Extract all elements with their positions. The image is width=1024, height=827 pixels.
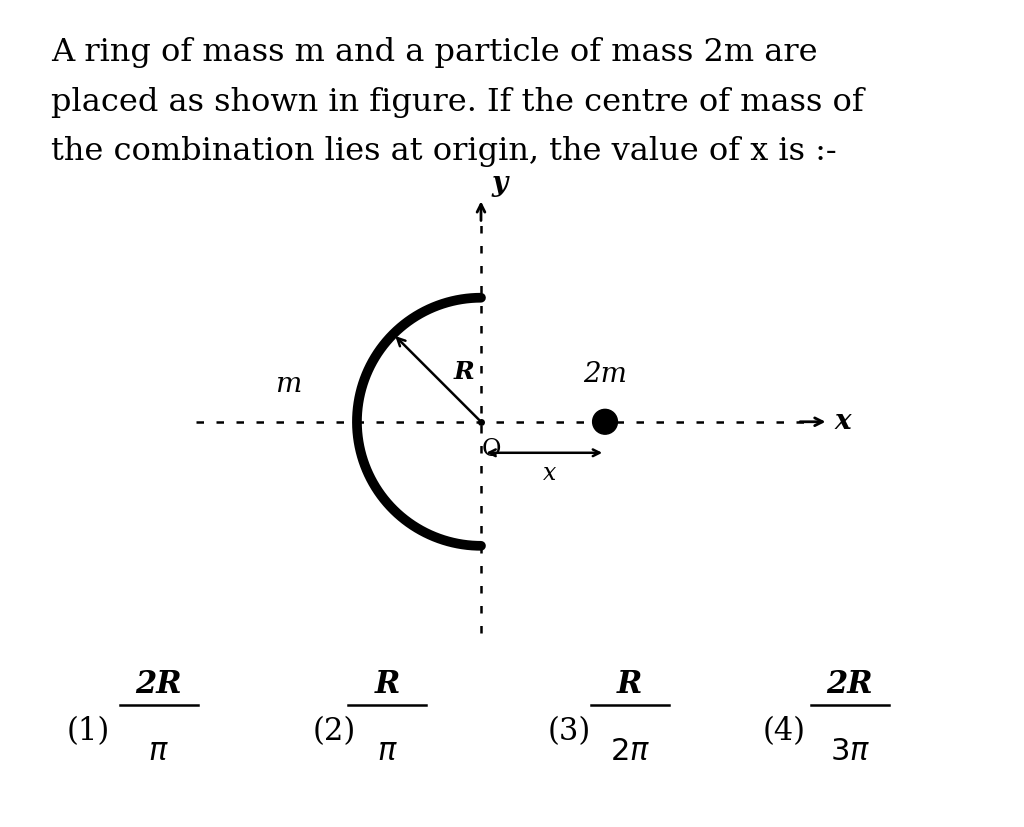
Text: placed as shown in figure. If the centre of mass of: placed as shown in figure. If the centre… xyxy=(51,87,864,117)
Text: (1): (1) xyxy=(67,716,110,748)
Text: R: R xyxy=(617,670,642,700)
Text: $3\pi$: $3\pi$ xyxy=(829,736,870,767)
Text: A ring of mass m and a particle of mass 2m are: A ring of mass m and a particle of mass … xyxy=(51,37,818,68)
Text: (3): (3) xyxy=(548,716,591,748)
Text: y: y xyxy=(492,170,508,197)
Text: m: m xyxy=(275,371,302,398)
Text: O: O xyxy=(481,437,501,461)
Text: $2\pi$: $2\pi$ xyxy=(609,736,650,767)
Text: 2m: 2m xyxy=(583,361,627,388)
Text: x: x xyxy=(543,462,556,485)
Text: the combination lies at origin, the value of x is :-: the combination lies at origin, the valu… xyxy=(51,136,837,167)
Text: (4): (4) xyxy=(763,716,806,748)
Text: x: x xyxy=(835,409,852,435)
Text: R: R xyxy=(375,670,399,700)
Text: 2R: 2R xyxy=(826,670,873,700)
Text: $\pi$: $\pi$ xyxy=(148,736,169,767)
Circle shape xyxy=(593,409,617,434)
Text: R: R xyxy=(454,360,475,384)
Text: (2): (2) xyxy=(312,716,355,748)
Text: $\pi$: $\pi$ xyxy=(377,736,397,767)
Text: 2R: 2R xyxy=(135,670,182,700)
